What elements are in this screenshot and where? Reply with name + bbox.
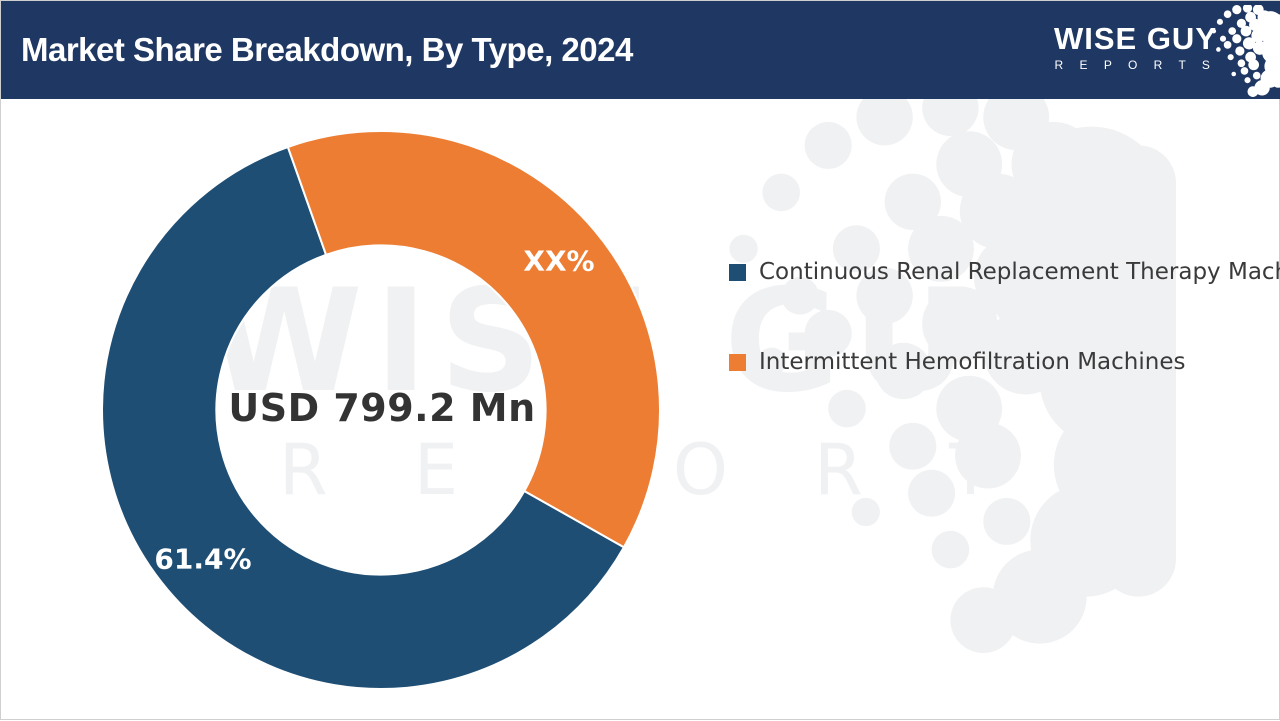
header-bar: Market Share Breakdown, By Type, 2024 bbox=[1, 1, 1280, 99]
wise-guy-logo: WISE GUY R E P O R T S bbox=[1054, 22, 1217, 73]
page-title: Market Share Breakdown, By Type, 2024 bbox=[21, 31, 633, 68]
slice-percentage-label: 61.4% bbox=[154, 542, 252, 576]
slice-percentage-label: XX% bbox=[523, 244, 595, 278]
chart-center-value: USD 799.2 Mn bbox=[228, 386, 536, 430]
donut-slice bbox=[286, 129, 661, 549]
legend-label: Intermittent Hemofiltration Machines bbox=[759, 349, 1186, 375]
logo-face-icon bbox=[1205, 5, 1280, 97]
legend-swatch-orange-icon bbox=[729, 353, 746, 371]
logo-wordmark: WISE GUY bbox=[1053, 21, 1217, 56]
chart-legend: Continuous Renal Replacement Therapy Mac… bbox=[729, 254, 1280, 434]
logo-subtext: R E P O R T S bbox=[1054, 58, 1217, 72]
legend-item-crrt: Continuous Renal Replacement Therapy Mac… bbox=[729, 254, 1280, 290]
donut-slice bbox=[101, 146, 625, 690]
legend-item-ihm: Intermittent Hemofiltration Machines bbox=[729, 344, 1280, 380]
legend-swatch-blue-icon bbox=[729, 263, 746, 281]
legend-label: Continuous Renal Replacement Therapy Mac… bbox=[759, 259, 1280, 285]
